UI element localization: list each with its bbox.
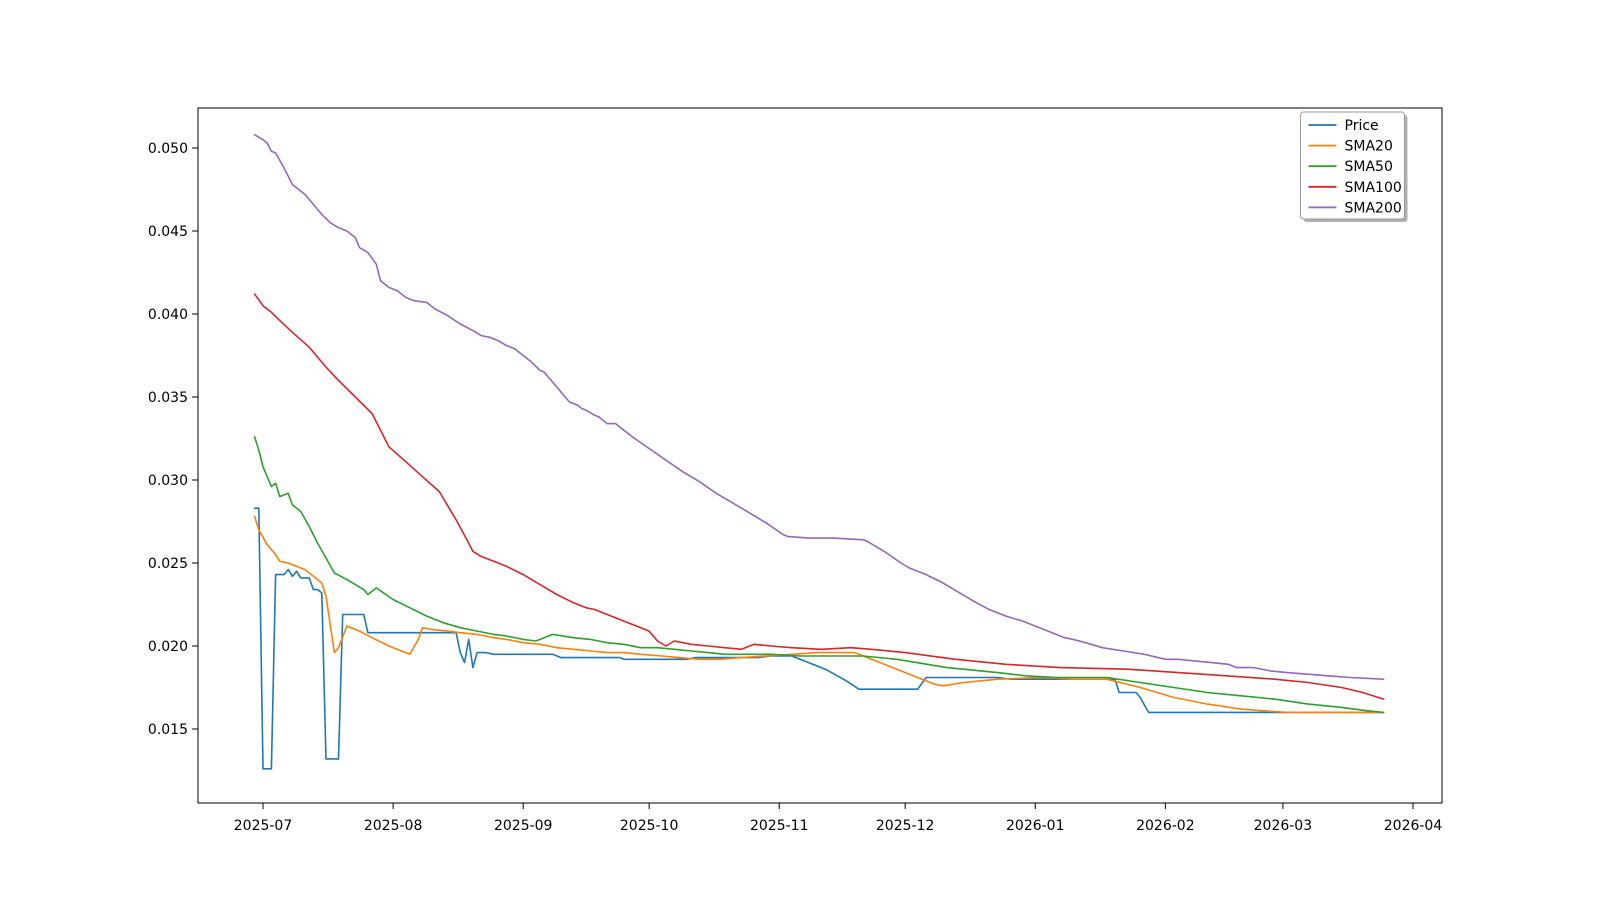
series-line-sma200 — [253, 133, 1385, 681]
x-tick-label: 2026-04 — [1384, 818, 1443, 834]
x-tick-label: 2025-07 — [234, 818, 293, 834]
x-tick-label: 2026-03 — [1254, 818, 1313, 834]
legend-label-sma50: SMA50 — [1345, 159, 1393, 175]
y-tick-label: 0.035 — [148, 390, 188, 406]
x-tick-label: 2025-09 — [494, 818, 553, 834]
series-line-sma50 — [253, 435, 1385, 714]
y-tick-label: 0.015 — [148, 722, 188, 738]
x-tick-label: 2026-01 — [1006, 818, 1065, 834]
series-line-sma20 — [253, 515, 1385, 714]
y-tick-label: 0.030 — [148, 473, 188, 489]
y-tick-label: 0.025 — [148, 556, 188, 572]
x-tick-label: 2025-10 — [620, 818, 679, 834]
y-tick-label: 0.050 — [148, 141, 188, 157]
legend-label-price: Price — [1345, 118, 1379, 134]
x-tick-label: 2025-08 — [364, 818, 423, 834]
y-tick-label: 0.040 — [148, 307, 188, 323]
legend-box — [1300, 111, 1405, 220]
y-tick-label: 0.045 — [148, 224, 188, 240]
y-tick-label: 0.020 — [148, 639, 188, 655]
series-line-sma100 — [253, 293, 1385, 700]
legend-label-sma100: SMA100 — [1345, 180, 1402, 196]
legend-label-sma20: SMA20 — [1345, 139, 1393, 155]
x-tick-label: 2026-02 — [1136, 818, 1195, 834]
plot-frame — [197, 107, 1443, 804]
x-tick-label: 2025-12 — [876, 818, 935, 834]
x-tick-label: 2025-11 — [750, 818, 809, 834]
legend-label-sma200: SMA200 — [1345, 200, 1402, 216]
